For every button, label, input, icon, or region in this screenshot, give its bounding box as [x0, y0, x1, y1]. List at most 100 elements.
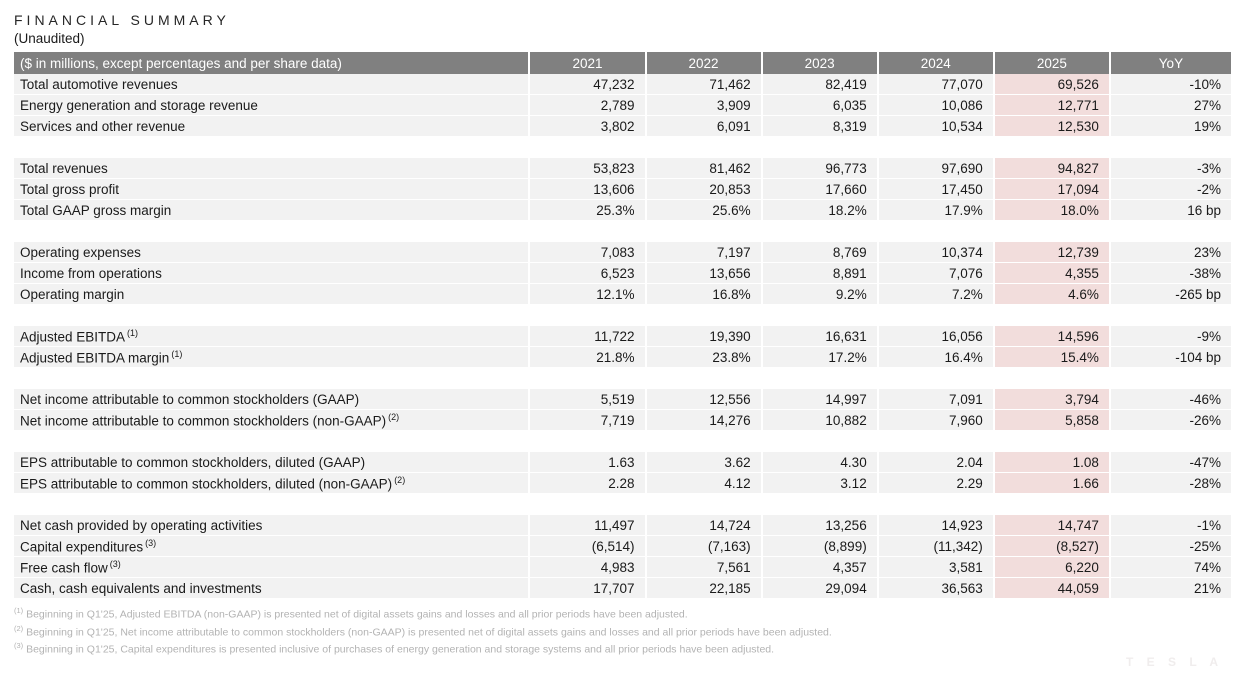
yoy-value: -25% — [1110, 536, 1231, 557]
cell-value: 8,319 — [762, 116, 879, 137]
cell-value: 22,185 — [646, 578, 763, 599]
row-label: Energy generation and storage revenue — [14, 95, 531, 116]
cell-value: 7.2% — [878, 284, 995, 305]
column-header-2022: 2022 — [646, 52, 763, 74]
cell-value: 3,581 — [878, 557, 995, 578]
cell-value: 25.6% — [646, 200, 763, 221]
cell-value: 12,556 — [646, 389, 763, 410]
cell-value: 18.2% — [762, 200, 879, 221]
row-label: Net cash provided by operating activitie… — [14, 515, 531, 536]
column-header-2021: 2021 — [530, 52, 647, 74]
table-row: Total revenues 53,823 81,462 96,773 97,690 94… — [14, 158, 1231, 179]
yoy-value: -46% — [1110, 389, 1231, 410]
yoy-value: 27% — [1110, 95, 1231, 116]
yoy-value: -265 bp — [1110, 284, 1231, 305]
cell-value: 7,719 — [530, 410, 647, 431]
cell-value: 13,606 — [530, 179, 647, 200]
cell-value: (7,163) — [646, 536, 763, 557]
cell-value: 53,823 — [530, 158, 647, 179]
row-label: Operating margin — [14, 284, 531, 305]
cell-value: (8,899) — [762, 536, 879, 557]
table-row: Cash, cash equivalents and investments 17… — [14, 578, 1231, 599]
row-label: Adjusted EBITDA (1) — [14, 326, 531, 347]
yoy-value: -38% — [1110, 263, 1231, 284]
yoy-value: -28% — [1110, 473, 1231, 494]
cell-value: 1.66 — [994, 473, 1111, 494]
table-row: Adjusted EBITDA margin (1) 21.8% 23.8% 17.2%… — [14, 347, 1231, 368]
row-label: Operating expenses — [14, 242, 531, 263]
footnote-marker: (2) — [388, 411, 400, 422]
yoy-value: 21% — [1110, 578, 1231, 599]
cell-value: 1.63 — [530, 452, 647, 473]
cell-value: 7,561 — [646, 557, 763, 578]
table-row: Energy generation and storage revenue 2,7… — [14, 95, 1231, 116]
cell-value: 6,035 — [762, 95, 879, 116]
row-label: Adjusted EBITDA margin (1) — [14, 347, 531, 368]
cell-value: 17,094 — [994, 179, 1111, 200]
cell-value: 71,462 — [646, 74, 763, 95]
table-header-label: ($ in millions, except percentages and p… — [14, 52, 531, 74]
cell-value: 4,357 — [762, 557, 879, 578]
cell-value: 82,419 — [762, 74, 879, 95]
cell-value: 7,083 — [530, 242, 647, 263]
cell-value: 16.8% — [646, 284, 763, 305]
footnote-marker: (1) — [171, 348, 183, 359]
row-label: Services and other revenue — [14, 116, 531, 137]
footnote-marker: (3) — [14, 641, 24, 650]
footnote-line: (1) Beginning in Q1'25, Adjusted EBITDA … — [14, 606, 688, 621]
cell-value: 3,802 — [530, 116, 647, 137]
cell-value: 81,462 — [646, 158, 763, 179]
table-row: Adjusted EBITDA (1) 11,722 19,390 16,631 16,0… — [14, 326, 1231, 347]
table-row: Total gross profit 13,606 20,853 17,660 17,4… — [14, 179, 1231, 200]
cell-value: 13,656 — [646, 263, 763, 284]
yoy-value: -1% — [1110, 515, 1231, 536]
yoy-value: 16 bp — [1110, 200, 1231, 221]
cell-value: 17.2% — [762, 347, 879, 368]
financial-summary-page: FINANCIAL SUMMARY (Unaudited) ($ in mill… — [14, 12, 1231, 657]
cell-value: 9.2% — [762, 284, 879, 305]
cell-value: 16,056 — [878, 326, 995, 347]
row-label: Total gross profit — [14, 179, 531, 200]
group-spacer — [14, 305, 1231, 326]
cell-value: 4,983 — [530, 557, 647, 578]
table-header-row: ($ in millions, except percentages and p… — [14, 52, 1231, 74]
yoy-value: -2% — [1110, 179, 1231, 200]
cell-value: 20,853 — [646, 179, 763, 200]
cell-value: 77,070 — [878, 74, 995, 95]
cell-value: 3.62 — [646, 452, 763, 473]
cell-value: 94,827 — [994, 158, 1111, 179]
row-label: Income from operations — [14, 263, 531, 284]
footnote-marker: (2) — [394, 474, 406, 485]
page-title: FINANCIAL SUMMARY — [14, 12, 230, 28]
cell-value: 12,530 — [994, 116, 1111, 137]
cell-value: 11,497 — [530, 515, 647, 536]
cell-value: 17,660 — [762, 179, 879, 200]
cell-value: 2.04 — [878, 452, 995, 473]
row-label: EPS attributable to common stockholders,… — [14, 452, 531, 473]
cell-value: 21.8% — [530, 347, 647, 368]
cell-value: 11,722 — [530, 326, 647, 347]
cell-value: 14,997 — [762, 389, 879, 410]
column-header-2025: 2025 — [994, 52, 1111, 74]
footnote-marker: (1) — [14, 606, 24, 615]
table-row: EPS attributable to common stockholders,… — [14, 452, 1231, 473]
cell-value: 12,739 — [994, 242, 1111, 263]
financial-summary-table: ($ in millions, except percentages and p… — [14, 52, 1231, 599]
yoy-value: -26% — [1110, 410, 1231, 431]
yoy-value: -3% — [1110, 158, 1231, 179]
footnotes: (1) Beginning in Q1'25, Adjusted EBITDA … — [14, 604, 1231, 657]
row-label: EPS attributable to common stockholders,… — [14, 473, 531, 494]
cell-value: 10,882 — [762, 410, 879, 431]
table-row: Total automotive revenues 47,232 71,462 82,… — [14, 74, 1231, 95]
page-subtitle: (Unaudited) — [14, 31, 85, 46]
table-row: Services and other revenue 3,802 6,091 8,31… — [14, 116, 1231, 137]
cell-value: 1.08 — [994, 452, 1111, 473]
group-spacer — [14, 221, 1231, 242]
cell-value: 97,690 — [878, 158, 995, 179]
cell-value: 96,773 — [762, 158, 879, 179]
cell-value: 16,631 — [762, 326, 879, 347]
row-label: Total revenues — [14, 158, 531, 179]
footnote-marker: (1) — [127, 327, 139, 338]
table-row: Net cash provided by operating activitie… — [14, 515, 1231, 536]
yoy-value: 19% — [1110, 116, 1231, 137]
